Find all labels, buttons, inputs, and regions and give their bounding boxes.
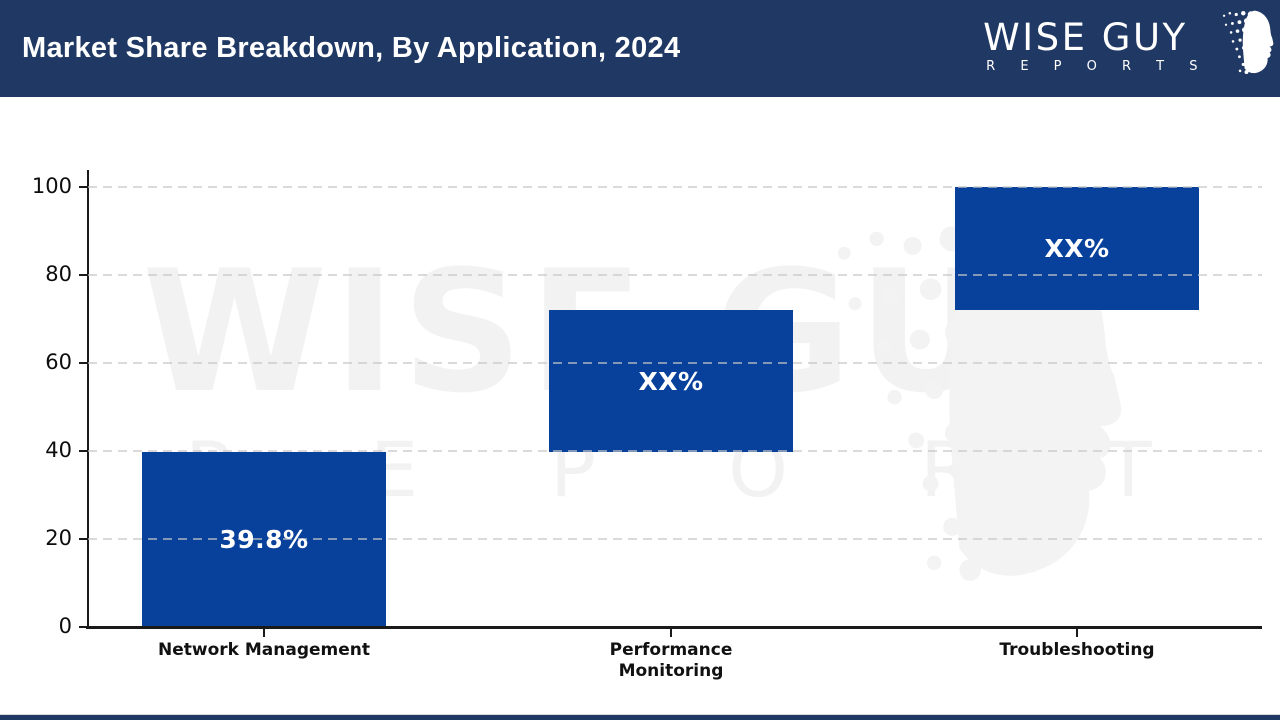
y-tick-label-0: 0 — [58, 614, 72, 638]
bar-value-label-3: XX% — [1044, 234, 1110, 264]
page-title: Market Share Breakdown, By Application, … — [22, 32, 681, 64]
y-tick-label-20: 20 — [45, 526, 72, 550]
gridline-60 — [88, 362, 1262, 364]
gridline-100 — [88, 186, 1262, 188]
bar-value-label-1: 39.8% — [219, 524, 309, 554]
y-tick-mark-20 — [79, 538, 88, 540]
x-axis-line — [86, 626, 1262, 629]
y-tick-label-60: 60 — [45, 350, 72, 374]
y-tick-mark-40 — [79, 450, 88, 452]
footer-bar — [0, 715, 1280, 720]
brand-name: WISE GUY — [983, 16, 1188, 60]
header-bar: Market Share Breakdown, By Application, … — [0, 0, 1280, 97]
gridline-40 — [88, 450, 1262, 452]
bar-value-label-2: XX% — [638, 366, 704, 396]
x-tick-mark-3 — [1076, 629, 1078, 637]
brand-logo-text: WISE GUY R E P O R T S — [983, 16, 1208, 74]
x-tick-mark-2 — [670, 629, 672, 637]
bar-3 — [955, 187, 1199, 311]
y-tick-mark-60 — [79, 362, 88, 364]
brand-subname: R E P O R T S — [986, 58, 1208, 74]
x-category-label-3: Troubleshooting — [999, 640, 1155, 660]
dot-face-logo-icon — [1222, 10, 1274, 75]
x-category-label-2: Performance Monitoring — [609, 640, 733, 681]
y-tick-mark-100 — [79, 186, 88, 188]
y-tick-label-40: 40 — [45, 438, 72, 462]
chart-plot-area: 0 20 40 60 80 100 39.8% XX% XX% Network Managemen… — [0, 97, 1280, 715]
y-tick-mark-80 — [79, 274, 88, 276]
gridline-80 — [88, 274, 1262, 276]
y-tick-label-100: 100 — [31, 174, 72, 198]
y-axis-line — [87, 170, 89, 629]
x-tick-mark-1 — [263, 629, 265, 637]
brand-logo: WISE GUY R E P O R T S — [983, 8, 1274, 85]
y-tick-label-80: 80 — [45, 262, 72, 286]
gridline-20 — [88, 538, 1262, 540]
footer-hairline — [0, 714, 1280, 715]
y-tick-mark-0 — [79, 626, 88, 628]
bar-2 — [549, 310, 793, 452]
x-category-label-1: Network Management — [157, 640, 370, 660]
